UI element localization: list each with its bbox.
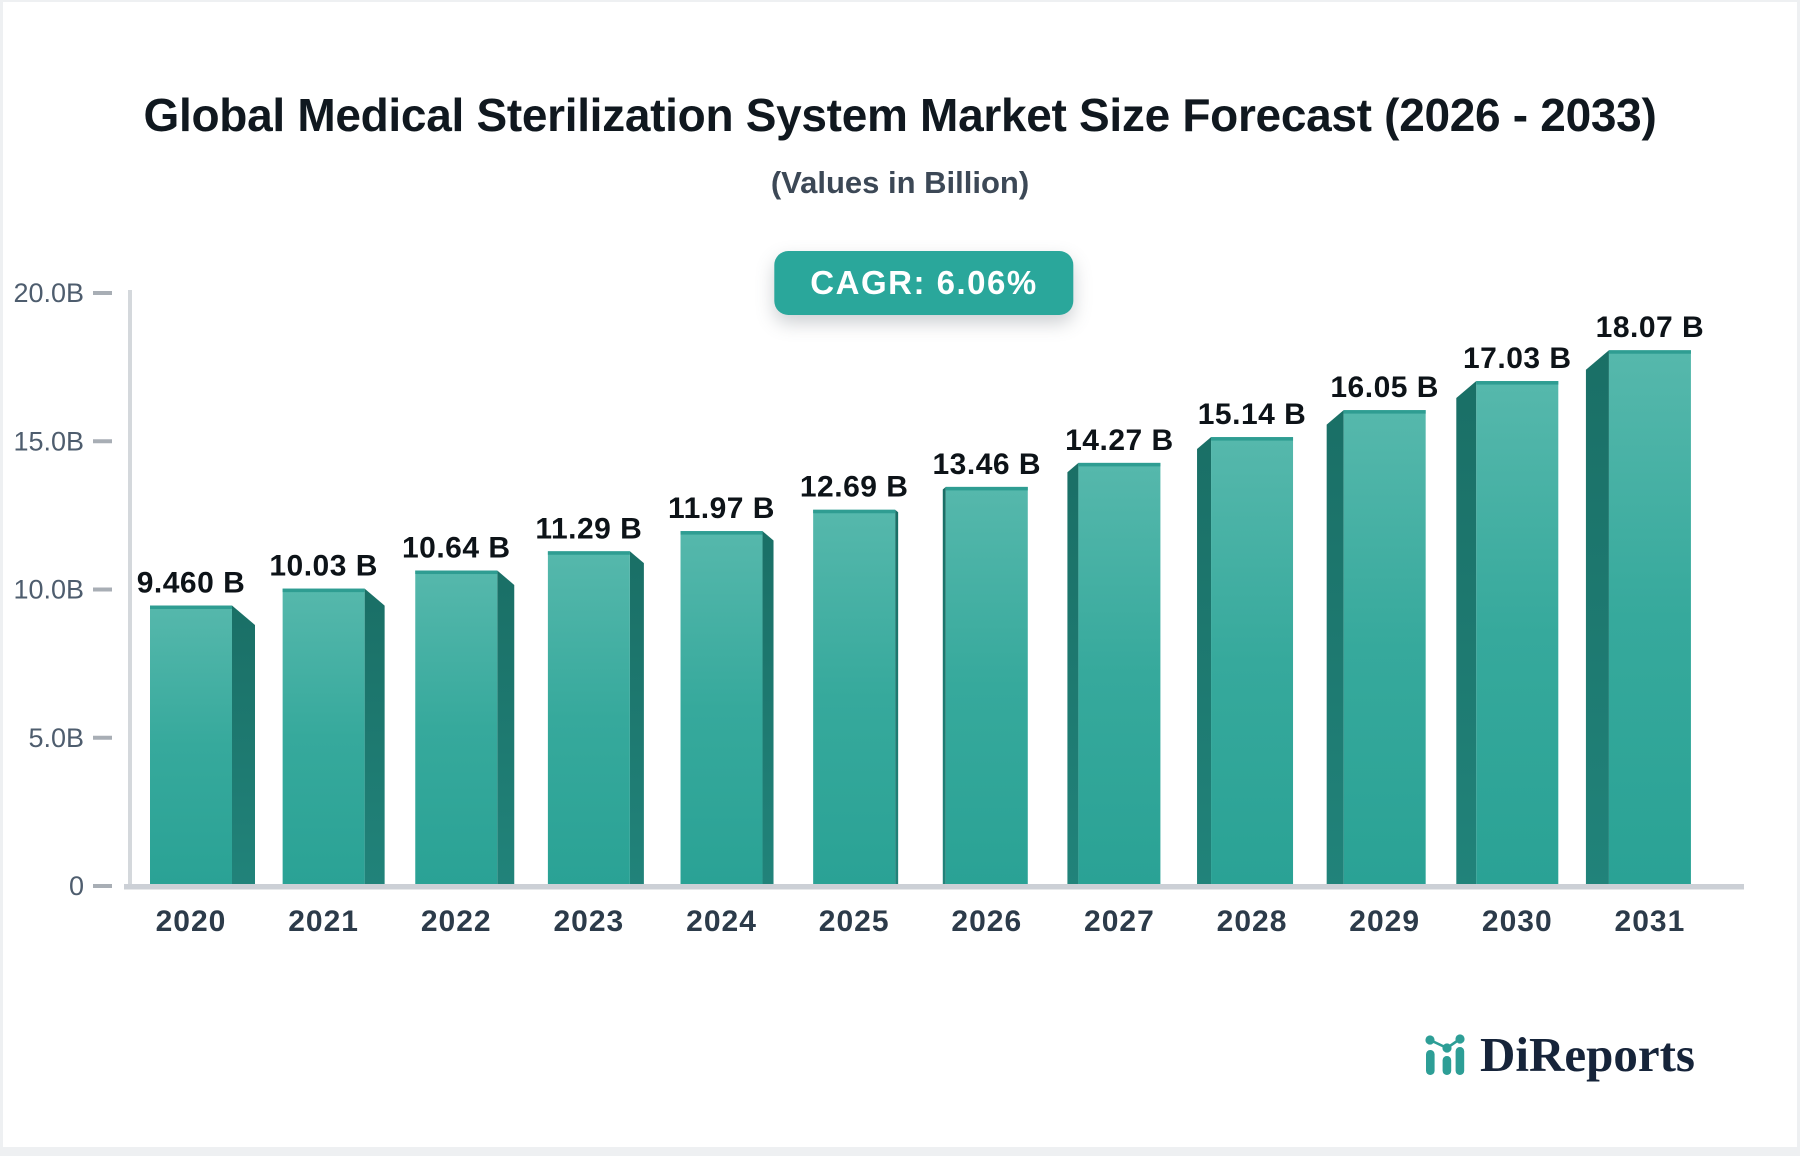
x-category-label: 2020: [156, 905, 227, 938]
bar-2031: 18.07 B 2031: [1585, 311, 1705, 938]
x-category-label: 2028: [1217, 905, 1288, 938]
bar-value-label: 17.03 B: [1463, 342, 1572, 375]
bar-side-face: [1067, 462, 1079, 886]
bar-value-label: 13.46 B: [932, 448, 1041, 481]
bar-side-face: [364, 588, 385, 886]
mini-bar-chart-icon: [1425, 1034, 1465, 1076]
bar-front-face: [1343, 410, 1426, 886]
x-category-label: 2026: [951, 905, 1022, 938]
x-category-label: 2022: [421, 905, 492, 938]
x-category-label: 2031: [1615, 905, 1686, 938]
bar-top-edge: [150, 605, 232, 610]
x-category-label: 2029: [1349, 905, 1420, 938]
bar-side-face: [762, 531, 774, 886]
bar-side-face: [1456, 381, 1477, 886]
bar-front-face: [1608, 350, 1691, 886]
y-tick-mark: [93, 735, 112, 740]
bar-side-face: [942, 486, 946, 886]
y-tick-label: 15.0B: [13, 426, 84, 456]
bar-side-face: [1197, 437, 1212, 886]
cagr-badge: CAGR: 6.06%: [774, 251, 1074, 315]
logo: DiReports: [1424, 1027, 1695, 1082]
bar-2029: 16.05 B 2029: [1326, 371, 1439, 938]
bar-front-face: [680, 531, 763, 886]
page-title: Global Medical Sterilization System Mark…: [143, 89, 1657, 141]
bar-value-label: 15.14 B: [1198, 398, 1307, 431]
x-category-label: 2027: [1084, 905, 1155, 938]
bar-side-face: [895, 509, 899, 886]
bar-side-face: [1585, 350, 1609, 886]
y-tick-mark: [93, 439, 112, 444]
bar-value-label: 16.05 B: [1330, 371, 1439, 404]
bar-front-face: [813, 509, 896, 886]
bar-top-edge: [680, 531, 763, 535]
logo-text: DiReports: [1479, 1027, 1695, 1082]
y-tick-mark: [93, 884, 112, 888]
bar-2027: 14.27 B 2027: [1065, 424, 1174, 938]
bar-front-face: [547, 551, 630, 886]
bar-top-edge: [547, 551, 630, 555]
bar-2026: 13.46 B 2026: [932, 448, 1041, 938]
y-axis-line: [128, 290, 132, 888]
bar-top-edge: [1476, 381, 1559, 385]
y-tick-mark: [93, 587, 112, 592]
bar-top-edge: [415, 570, 498, 575]
x-baseline: [124, 884, 1744, 890]
x-category-label: 2030: [1482, 905, 1553, 938]
bar-value-label: 18.07 B: [1596, 311, 1705, 344]
bar-front-face: [282, 588, 365, 886]
bar-2023: 11.29 B 2023: [535, 512, 644, 938]
bar-2025: 12.69 B 2025: [800, 471, 909, 938]
bar-side-face: [1326, 410, 1344, 886]
bar-front-face: [1078, 462, 1161, 886]
bar-top-edge: [1211, 437, 1294, 441]
bar-front-face: [1211, 437, 1294, 886]
bar-2028: 15.14 B 2028: [1197, 398, 1306, 938]
y-tick-label: 10.0B: [13, 575, 84, 605]
x-category-label: 2024: [686, 905, 757, 938]
x-category-label: 2025: [819, 905, 890, 938]
bar-top-edge: [1078, 462, 1161, 467]
bar-top-edge: [813, 509, 896, 514]
bar-front-face: [415, 570, 498, 886]
bar-top-edge: [282, 588, 365, 593]
bar-value-label: 10.03 B: [269, 550, 378, 583]
bar-value-label: 14.27 B: [1065, 424, 1174, 457]
bar-top-edge: [1608, 350, 1691, 354]
bar-side-face: [629, 551, 644, 886]
bar-2020: 9.460 B 2020: [137, 567, 255, 938]
y-tick-label: 5.0B: [28, 723, 84, 753]
bar-2030: 17.03 B 2030: [1456, 342, 1571, 938]
bar-value-label: 12.69 B: [800, 471, 909, 504]
bar-value-label: 10.64 B: [402, 532, 511, 565]
y-tick-label: 0: [69, 871, 84, 901]
bar-front-face: [150, 605, 232, 886]
bar-side-face: [497, 570, 515, 886]
bar-2024: 11.97 B 2024: [668, 492, 775, 938]
x-category-label: 2023: [554, 905, 625, 938]
y-tick-mark: [93, 291, 112, 295]
x-category-label: 2021: [288, 905, 359, 938]
bar-side-face: [232, 605, 255, 886]
bar-top-edge: [1343, 410, 1426, 414]
bar-value-label: 9.460 B: [137, 567, 246, 600]
bar-2021: 10.03 B 2021: [269, 550, 385, 938]
y-tick-label: 20.0B: [13, 278, 84, 308]
bar-2022: 10.64 B 2022: [402, 532, 515, 938]
bar-value-label: 11.97 B: [668, 492, 775, 525]
bar-front-face: [945, 486, 1028, 886]
bar-front-face: [1476, 381, 1559, 886]
page-subtitle: (Values in Billion): [770, 165, 1030, 200]
bar-value-label: 11.29 B: [535, 512, 642, 545]
bar-top-edge: [945, 486, 1028, 491]
